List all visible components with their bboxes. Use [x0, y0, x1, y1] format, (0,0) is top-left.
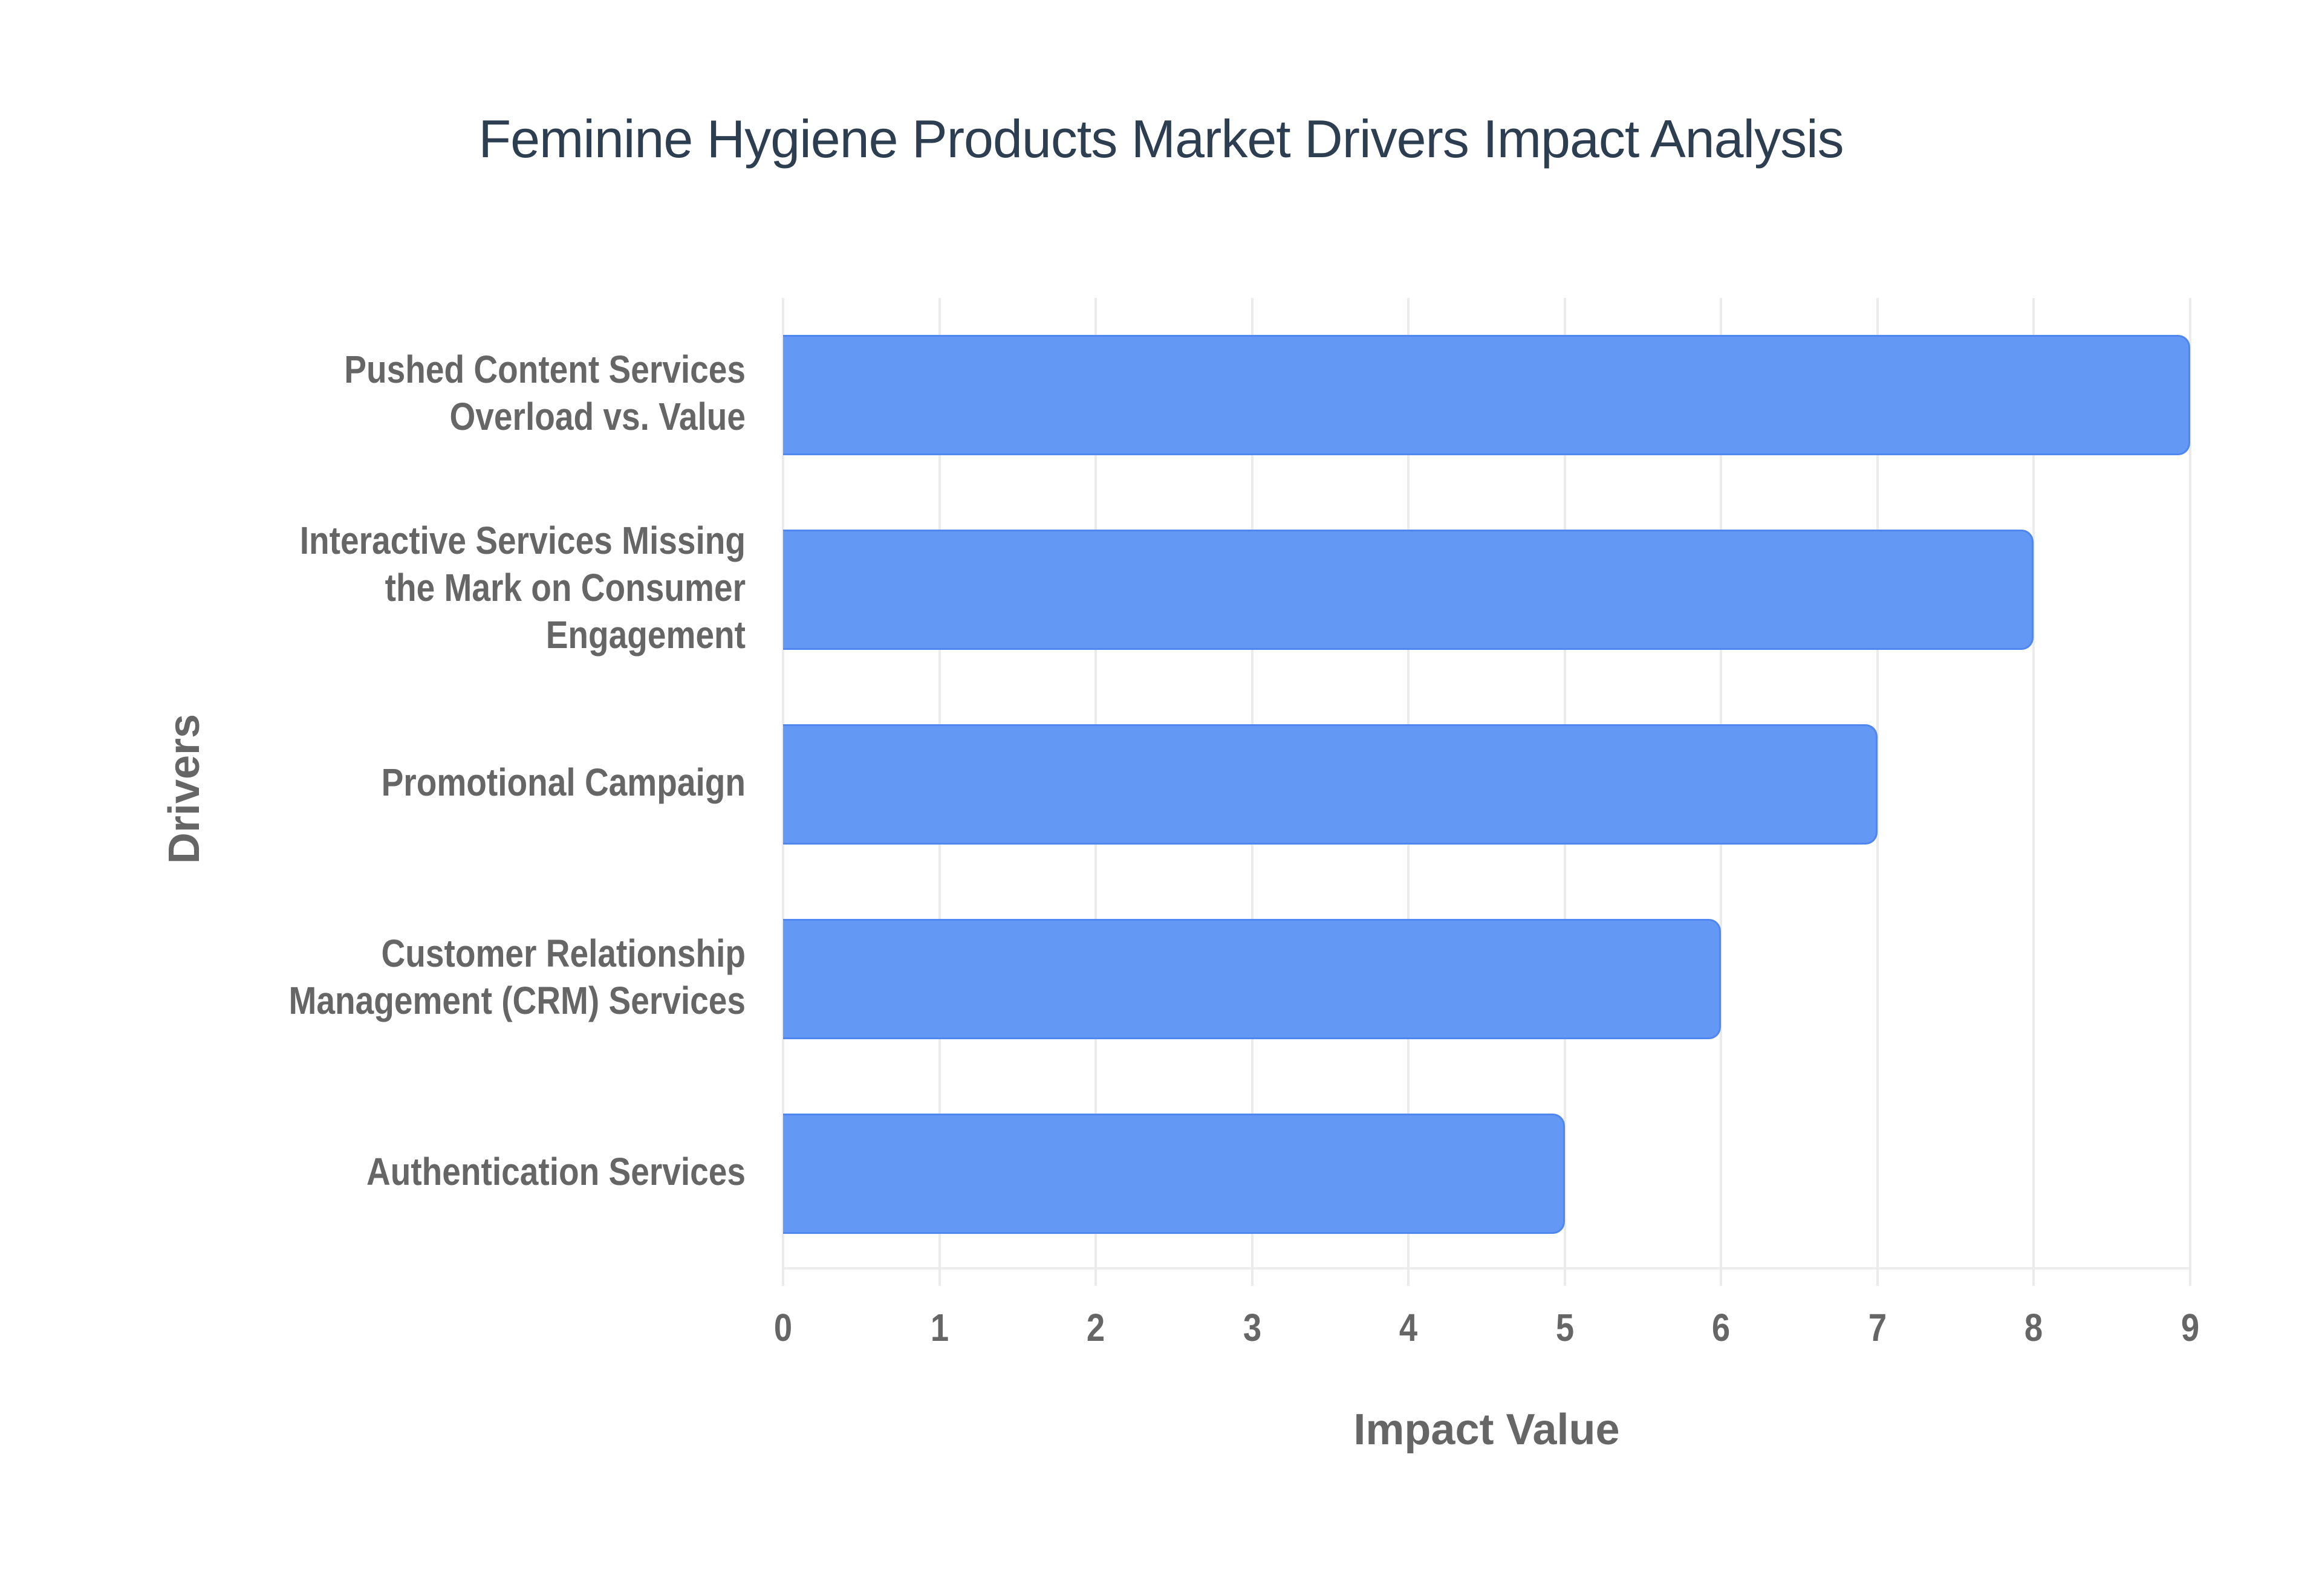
- category-label-line: Authentication Services: [366, 1149, 746, 1193]
- x-tick-label: 9: [2181, 1306, 2200, 1349]
- category-label-line: Interactive Services Missing: [299, 518, 746, 562]
- bar[interactable]: [783, 530, 2034, 650]
- bar[interactable]: [783, 919, 1722, 1039]
- category-label-line: Promotional Campaign: [381, 760, 746, 804]
- x-tick-label: 1: [930, 1306, 949, 1349]
- x-tick-label: 3: [1243, 1306, 1261, 1349]
- x-tick-label: 2: [1086, 1306, 1105, 1349]
- x-tick-label: 5: [1555, 1306, 1574, 1349]
- gridline: [2032, 298, 2035, 1286]
- x-axis-title: Impact Value: [1353, 1406, 1620, 1454]
- category-label-line: Engagement: [545, 612, 746, 657]
- plot-area: [782, 298, 2191, 1286]
- gridline: [1876, 298, 1879, 1286]
- category-label-line: Overload vs. Value: [449, 394, 746, 438]
- y-category-label: Authentication Services: [226, 1148, 746, 1195]
- y-category-label: Pushed Content Services Overload vs. Valu…: [226, 346, 746, 440]
- category-label-line: Pushed Content Services: [344, 347, 746, 391]
- bar[interactable]: [783, 335, 2190, 455]
- bar[interactable]: [783, 1114, 1565, 1234]
- y-category-label: Interactive Services Missing the Mark on …: [226, 517, 746, 658]
- bar[interactable]: [783, 724, 1878, 845]
- y-category-label: Customer Relationship Management (CRM) Se…: [226, 930, 746, 1024]
- y-category-label: Promotional Campaign: [226, 759, 746, 806]
- y-axis-title: Drivers: [160, 713, 209, 864]
- x-tick-label: 8: [2024, 1306, 2043, 1349]
- x-tick-label: 7: [1868, 1306, 1887, 1349]
- category-label-line: the Mark on Consumer: [385, 565, 746, 609]
- category-label-line: Management (CRM) Services: [288, 978, 746, 1022]
- x-tick-label: 0: [773, 1306, 793, 1349]
- chart-title: Feminine Hygiene Products Market Drivers…: [478, 109, 1844, 169]
- x-tick-label: 6: [1712, 1306, 1731, 1349]
- x-axis-baseline: [783, 1267, 2190, 1270]
- x-tick-label: 4: [1399, 1306, 1418, 1349]
- gridline: [2189, 298, 2191, 1286]
- category-label-line: Customer Relationship: [381, 931, 746, 975]
